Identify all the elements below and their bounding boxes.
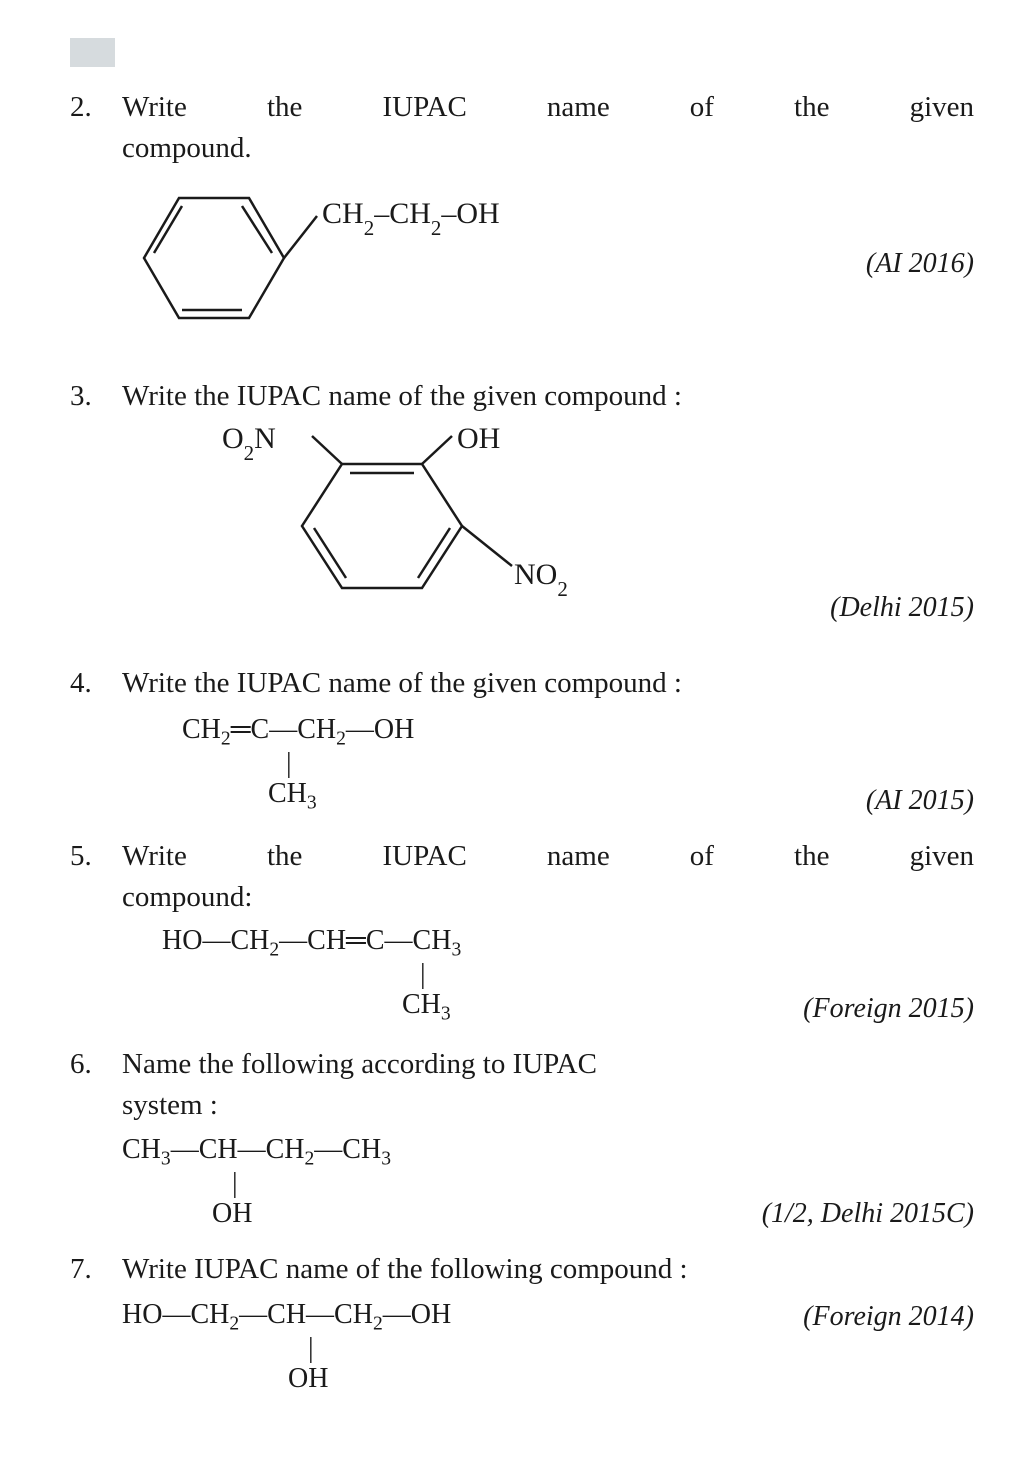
chemical-formula: HO—CH2—CH═C—CH3 [162, 921, 974, 964]
citation: (1/2, Delhi 2015C) [762, 1194, 974, 1233]
chemical-formula: HO—CH2—CH—CH2—OH | OH [122, 1295, 451, 1398]
question-number: 6. [70, 1044, 122, 1232]
question-text: Write the IUPAC name of the given compou… [122, 376, 974, 417]
header-tab [70, 38, 115, 67]
svg-text:O2N: O2N [222, 426, 276, 465]
question-6: 6. Name the following according to IUPAC… [70, 1044, 974, 1232]
question-text: Write the IUPAC name of the given compou… [122, 663, 974, 704]
question-text-line1: Name the following according to IUPAC [122, 1044, 974, 1085]
question-2: 2. Write the IUPAC name of the given com… [70, 87, 974, 359]
citation: (Foreign 2014) [803, 1297, 974, 1336]
question-number: 3. [70, 376, 122, 648]
question-text-line2: compound. [122, 128, 974, 169]
question-3: 3. Write the IUPAC name of the given com… [70, 376, 974, 648]
chemical-structure-dinitrophenol: O2N OH NO2 [212, 426, 582, 637]
question-text-line1: Write the IUPAC name of the given [122, 836, 974, 877]
question-7: 7. Write IUPAC name of the following com… [70, 1249, 974, 1399]
svg-text:CH2–CH2–OH: CH2–CH2–OH [322, 197, 500, 240]
svg-text:OH: OH [457, 426, 500, 455]
question-number: 2. [70, 87, 122, 359]
question-5: 5. Write the IUPAC name of the given com… [70, 836, 974, 1028]
question-text-line2: system : [122, 1085, 974, 1126]
chemical-formula: CH3—CH—CH2—CH3 [122, 1130, 974, 1173]
question-text-line2: compound: [122, 877, 974, 918]
question-text-line1: Write the IUPAC name of the given [122, 87, 974, 128]
question-4: 4. Write the IUPAC name of the given com… [70, 663, 974, 820]
chemical-structure-phenylethanol: CH2–CH2–OH [122, 178, 542, 349]
citation: (AI 2016) [866, 244, 974, 283]
citation: (Delhi 2015) [830, 588, 974, 627]
citation: (Foreign 2015) [803, 989, 974, 1028]
question-text: Write IUPAC name of the following compou… [122, 1249, 974, 1290]
question-number: 5. [70, 836, 122, 1028]
svg-text:NO2: NO2 [514, 558, 568, 601]
question-number: 4. [70, 663, 122, 820]
question-number: 7. [70, 1249, 122, 1399]
chemical-formula: CH2═C—CH2—OH | CH3 [182, 710, 414, 817]
